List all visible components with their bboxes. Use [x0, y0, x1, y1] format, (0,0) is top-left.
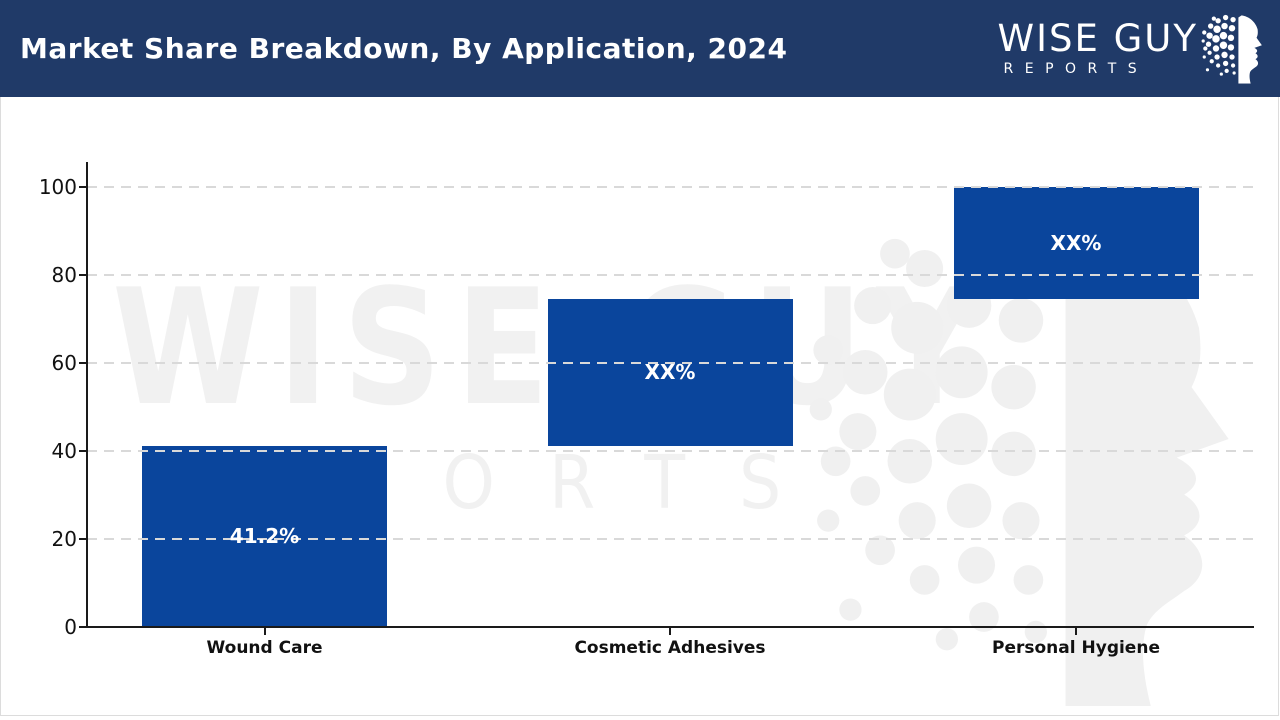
- bar-segment: [953, 187, 1199, 300]
- gridline: [87, 362, 1254, 364]
- gridline: [87, 186, 1254, 188]
- y-axis-tick: [79, 362, 87, 364]
- y-axis-line: [86, 162, 88, 628]
- y-axis-tick-label: 80: [51, 263, 77, 287]
- y-axis-tick-label: 100: [38, 175, 77, 199]
- gridline: [87, 450, 1254, 452]
- category-label: Cosmetic Adhesives: [574, 638, 766, 658]
- category-label: Wound Care: [206, 638, 323, 658]
- y-axis-tick: [79, 450, 87, 452]
- y-axis-tick-label: 60: [51, 351, 77, 375]
- x-axis-line: [86, 626, 1254, 628]
- x-axis-tick: [1075, 628, 1077, 635]
- gridline: [87, 274, 1254, 276]
- x-axis-tick: [669, 628, 671, 635]
- page-title: Market Share Breakdown, By Application, …: [20, 32, 788, 65]
- y-axis-tick-label: 0: [64, 615, 77, 639]
- bar-segment: [547, 299, 793, 446]
- bar-value-label: XX%: [644, 360, 696, 385]
- header-bar: Market Share Breakdown, By Application, …: [0, 0, 1280, 97]
- y-axis-tick: [79, 274, 87, 276]
- y-axis-tick-label: 20: [51, 527, 77, 551]
- y-axis-tick: [79, 538, 87, 540]
- y-axis-tick-label: 40: [51, 439, 77, 463]
- bar-segment: [142, 445, 387, 627]
- wiseguy-logo: WISE GUY REPORTS: [998, 14, 1264, 84]
- gridline: [87, 538, 1254, 540]
- bar-value-label: XX%: [1050, 231, 1102, 256]
- y-axis-tick: [79, 626, 87, 628]
- y-axis-tick: [79, 186, 87, 188]
- category-label: Personal Hygiene: [992, 638, 1160, 658]
- logo-sub-text: REPORTS: [1003, 61, 1149, 77]
- x-axis-tick: [263, 628, 266, 635]
- wiseguy-head-icon: [1200, 14, 1264, 84]
- logo-name-text: WISE GUY: [997, 17, 1198, 60]
- bar-value-label: 41.2%: [229, 524, 300, 549]
